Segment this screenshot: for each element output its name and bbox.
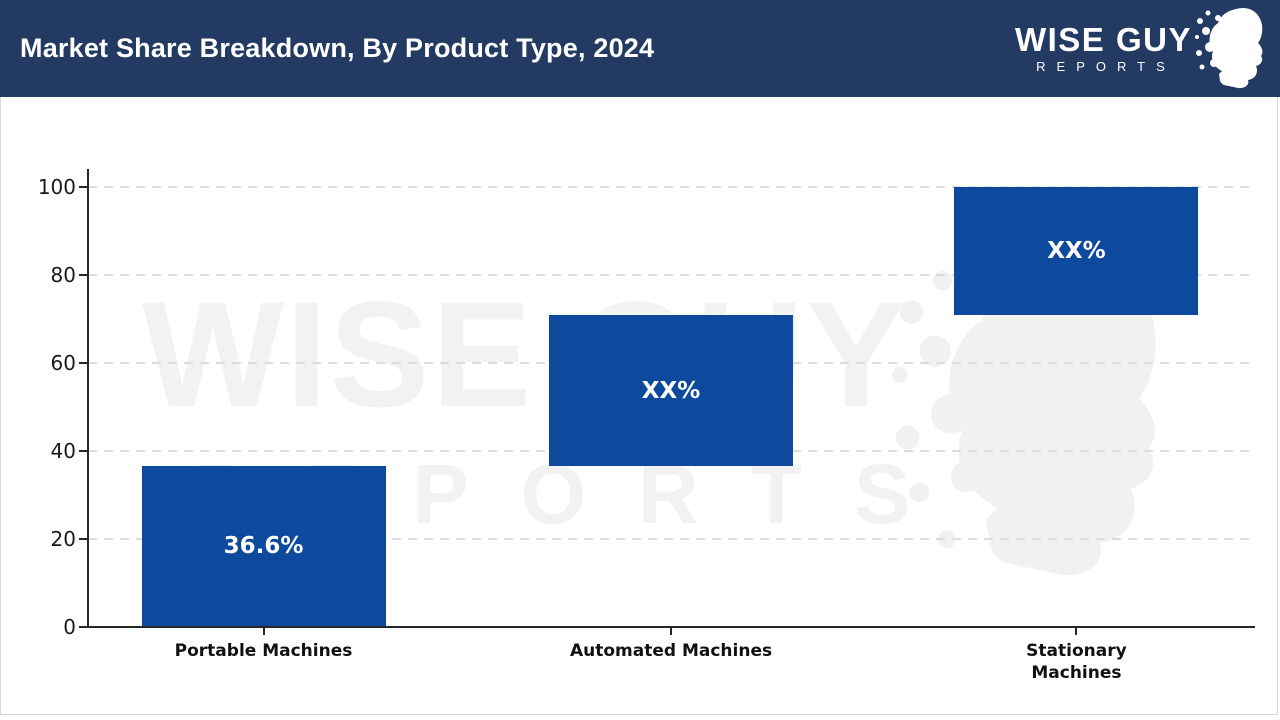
logo-text: WISE GUY REPORTS [1015,23,1192,74]
x-category-label: Portable Machines [174,641,353,661]
watermark-head-profile-icon [888,244,1178,588]
logo-subtitle: REPORTS [1036,59,1176,74]
bar-segment: 36.6% [141,465,386,627]
x-axis-category-labels: Portable Machines Automated Machines Stati… [88,640,1255,700]
bar-value-label: 36.6% [223,533,304,560]
x-category-label: Automated Machines [569,641,773,661]
page-title: Market Share Breakdown, By Product Type,… [20,33,655,63]
bar-segment: XX% [954,187,1199,316]
bar-value-label: XX% [1047,238,1106,265]
y-tick-mark [79,274,87,276]
x-tick-mark [1075,627,1078,635]
x-tick-mark [262,627,265,635]
y-tick-label: 80 [50,263,76,287]
y-tick-label: 60 [50,351,76,375]
bar-value-label: XX% [641,377,701,404]
x-category-label: Stationary Machines [1026,641,1127,684]
plot-area: 36.6% XX% XX% [79,186,1255,635]
y-tick-mark [79,186,87,188]
logo-wordmark: WISE GUY [1014,21,1192,58]
y-axis-line [87,169,89,628]
bar-segment: XX% [549,315,794,466]
y-axis-tick-labels: 0 20 40 60 80 100 [0,177,76,637]
y-tick-label: 40 [50,439,76,463]
y-tick-mark [79,538,87,540]
wise-guy-reports-logo: WISE GUY REPORTS [1015,5,1268,93]
y-tick-mark [79,626,87,628]
x-axis-line [87,626,1255,628]
y-tick-mark [79,450,87,452]
y-tick-label: 20 [50,527,76,551]
x-tick-mark [670,627,673,635]
header-bar: Market Share Breakdown, By Product Type,… [0,0,1280,97]
grid-line [88,538,1255,540]
head-profile-icon [1194,5,1268,93]
y-tick-label: 0 [63,615,76,639]
y-tick-label: 100 [37,175,76,199]
grid-line [88,186,1255,188]
grid-line [88,274,1255,276]
y-tick-mark [79,362,87,364]
